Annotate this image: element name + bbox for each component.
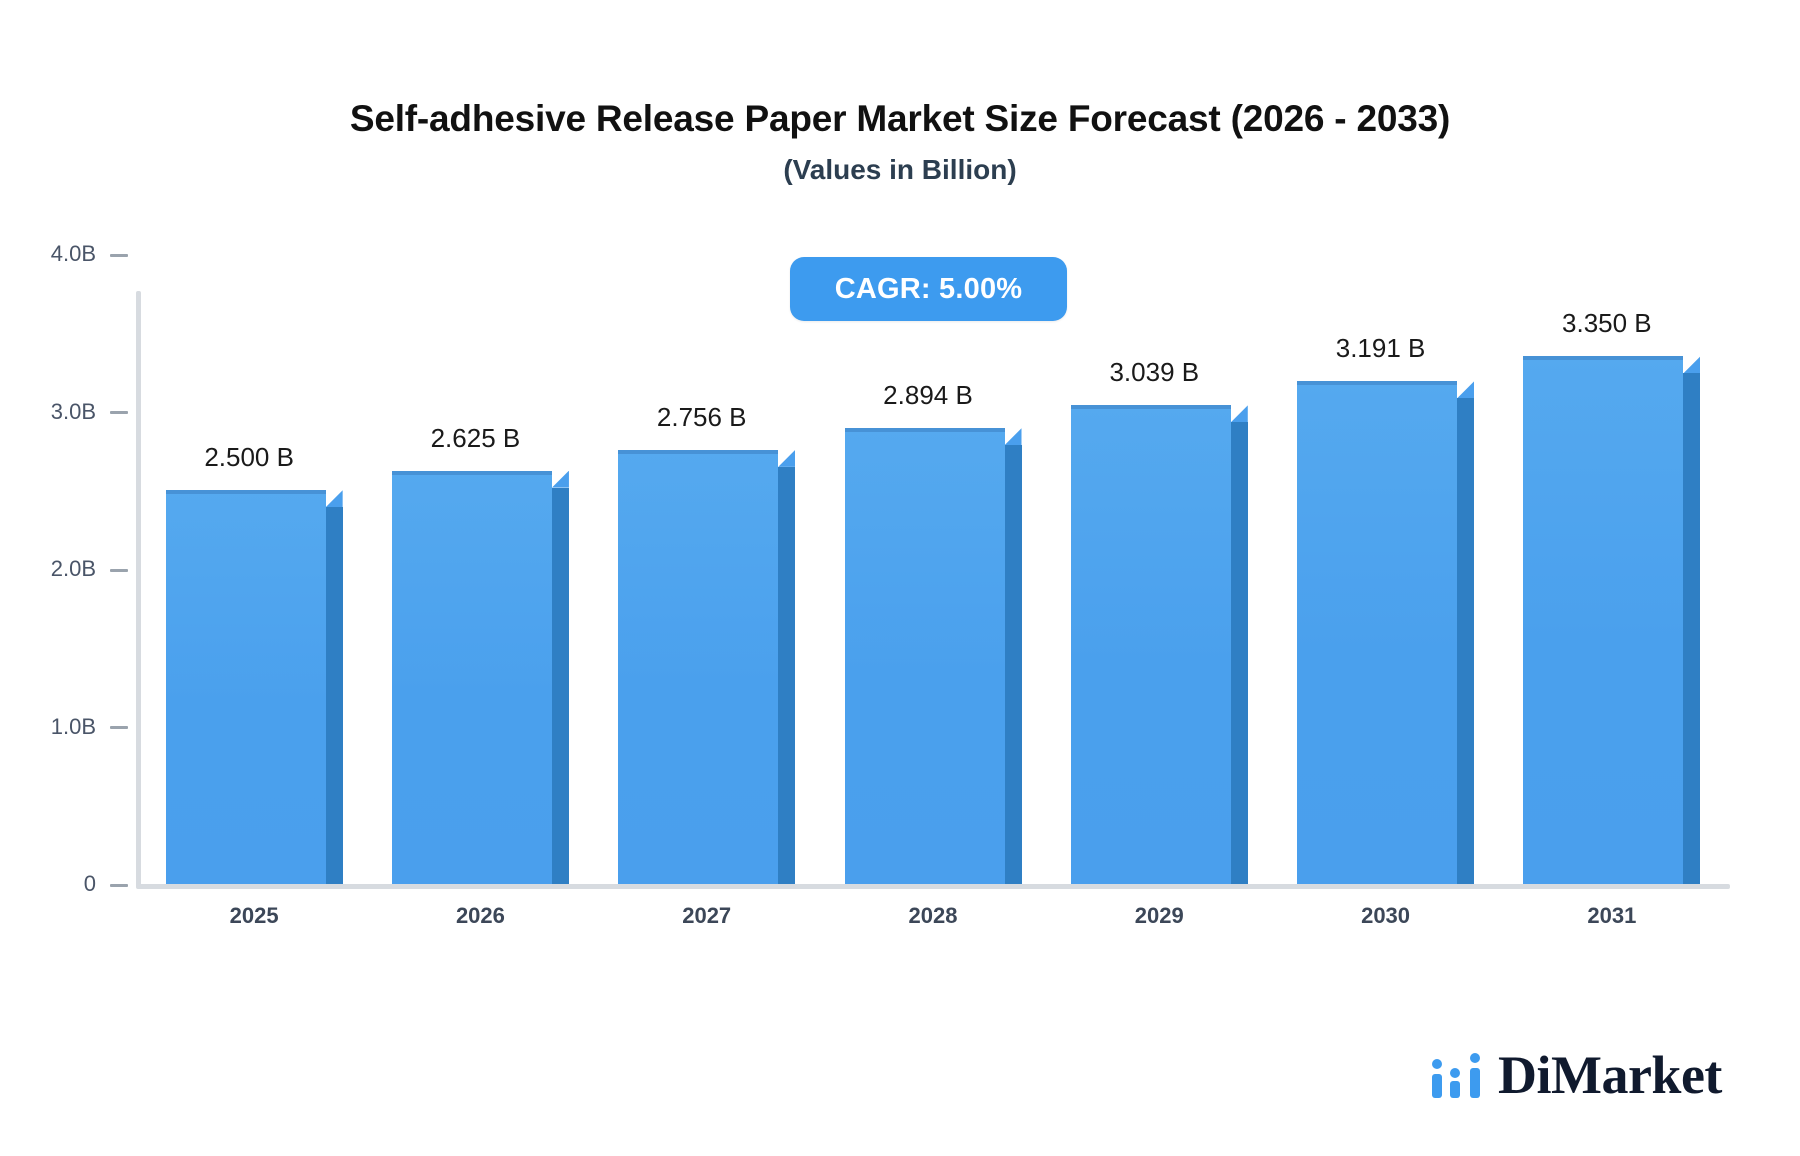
bar-value-label: 2.625 B (430, 422, 521, 453)
x-axis-tick-label: 2029 (1134, 903, 1184, 928)
bar-value-label: 3.039 B (1109, 357, 1200, 388)
bar-top-edge (1523, 356, 1684, 361)
bar-front-face (1070, 405, 1231, 884)
bar (1297, 381, 1475, 884)
x-axis-tick-label: 2031 (1587, 903, 1637, 928)
x-axis-tick-label: 2027 (682, 903, 732, 928)
y-axis-tick-label: 2.0B (50, 556, 96, 581)
bar-top-face (778, 449, 796, 467)
bar-side-face (325, 507, 343, 884)
cagr-badge: CAGR: 5.00% (790, 257, 1067, 321)
y-axis-line (136, 291, 141, 888)
bar-top-face (1004, 428, 1022, 446)
bar-side-face (1683, 373, 1701, 884)
y-axis-tick-mark (110, 253, 128, 257)
bar-front-face (844, 428, 1005, 884)
bar-top-edge (1297, 381, 1458, 386)
y-axis-tick: 0 (0, 871, 128, 897)
y-axis-tick-label: 1.0B (50, 713, 96, 739)
logo-text: DiMarket (1498, 1045, 1722, 1105)
y-axis-tick-mark (110, 568, 128, 572)
y-axis-tick-label: 3.0B (50, 398, 96, 424)
bar-value-label: 3.350 B (1562, 308, 1652, 339)
bar-top-face (551, 470, 569, 488)
x-axis-tick-label: 2028 (908, 903, 958, 928)
bar-top-face (325, 490, 343, 508)
x-axis-line (136, 884, 1730, 889)
x-axis-tick-label: 2026 (455, 903, 505, 928)
bar-front-face (1297, 381, 1458, 884)
bar-side-face (1004, 445, 1022, 884)
chart-title: Self-adhesive Release Paper Market Size … (349, 98, 1451, 139)
bar-side-face (1457, 398, 1475, 884)
bar-top-edge (1070, 405, 1231, 410)
x-axis-tick-label: 2030 (1361, 903, 1411, 928)
x-axis-tick-label: 2025 (229, 903, 279, 928)
y-axis-tick-mark (110, 883, 128, 887)
y-axis-tick: 1.0B (0, 714, 128, 740)
bar-value-label: 2.500 B (204, 442, 294, 473)
title-block: Self-adhesive Release Paper Market Size … (0, 95, 1800, 187)
bar-front-face (1523, 356, 1684, 884)
bar-value-label: 2.756 B (656, 401, 747, 432)
y-axis-tick-label: 0 (83, 871, 96, 896)
y-axis-tick: 4.0B (0, 241, 128, 267)
bar-side-face (551, 487, 569, 884)
dimarket-logo: DiMarket (1430, 1048, 1722, 1102)
bar-top-face (1457, 381, 1475, 399)
y-axis-tick-mark (110, 411, 128, 415)
bar-front-face (165, 490, 326, 884)
bar-front-face (618, 449, 779, 884)
y-axis-tick: 2.0B (0, 556, 128, 582)
bar-top-edge (165, 490, 326, 495)
y-axis-tick-mark (110, 726, 128, 730)
bar (844, 428, 1022, 884)
bar-top-face (1683, 356, 1701, 374)
bar-value-label: 3.191 B (1335, 333, 1426, 364)
bar (165, 490, 343, 884)
bar-top-edge (391, 470, 552, 475)
bar (1523, 356, 1701, 884)
bar (1070, 405, 1248, 884)
bar-side-face (778, 466, 796, 884)
chart-subtitle: (Values in Billion) (783, 154, 1017, 185)
bar-chart-icon (1432, 1053, 1480, 1098)
bar-top-face (1230, 405, 1248, 423)
bar-top-edge (844, 428, 1005, 433)
bar-top-edge (618, 449, 779, 454)
bar (618, 449, 796, 884)
y-axis-tick-label: 4.0B (50, 241, 96, 266)
y-axis-tick: 3.0B (0, 399, 128, 425)
bar (391, 470, 569, 884)
bar-value-label: 2.894 B (883, 380, 973, 411)
bar-front-face (391, 470, 552, 884)
cagr-badge-label: CAGR: 5.00% (834, 272, 1023, 305)
bar-side-face (1230, 422, 1248, 884)
